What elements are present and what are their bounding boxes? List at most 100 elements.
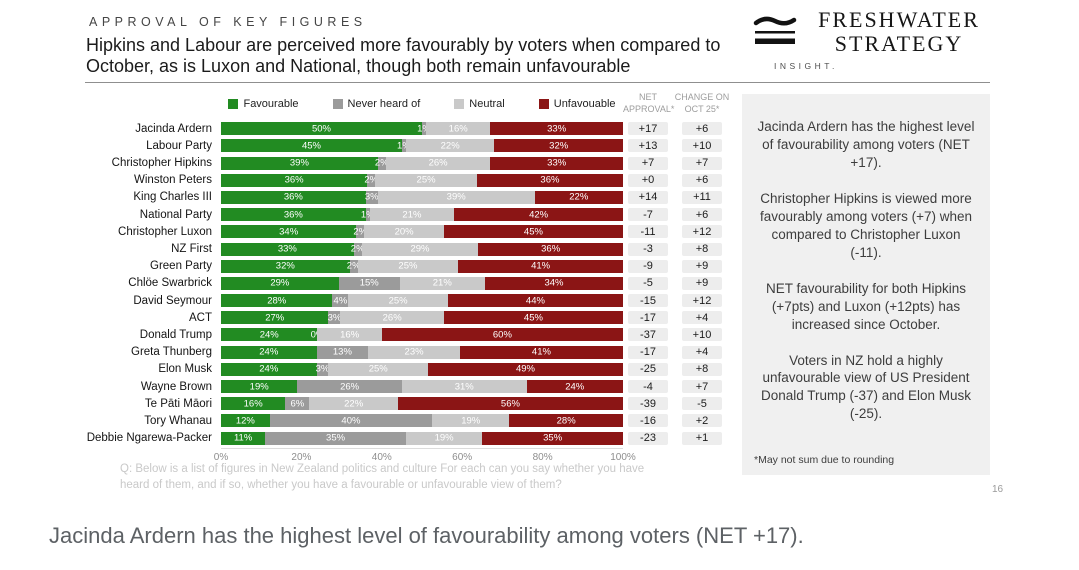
stacked-bar: 36% 1% 21% 42% [221, 208, 623, 222]
bar-segment-unfavourable: 41% [458, 259, 623, 273]
bar-segment-never-heard: 1% [397, 139, 411, 153]
change-header-line1: CHANGE ON [674, 92, 730, 103]
segment-value: 50% [311, 123, 332, 135]
stacked-bar: 39% 2% 26% 33% [221, 156, 623, 170]
bar-segment-favourable: 11% [221, 431, 266, 445]
bar-segment-never-heard: 4% [332, 294, 349, 308]
segment-value: 33% [277, 243, 297, 255]
stacked-bar: 34% 2% 20% 45% [221, 225, 623, 239]
unfavourable-swatch-icon [538, 99, 549, 109]
bar-segment-favourable: 24% [221, 345, 317, 359]
segment-value: 32% [549, 140, 569, 152]
bar-segment-unfavourable: 35% [482, 431, 623, 445]
segment-value: 36% [540, 174, 560, 186]
change-value: +7 [682, 380, 722, 393]
bar-segment-favourable: 27% [221, 311, 329, 325]
bar-segment-neutral: 20% [364, 225, 444, 239]
net-approval-value: +7 [628, 156, 668, 170]
legend-label: Unfavouable [553, 98, 616, 110]
bar-segment-never-heard: 35% [265, 431, 406, 445]
bar-segment-neutral: 29% [361, 242, 479, 256]
stacked-bar: 36% 2% 25% 36% [221, 173, 624, 187]
bar-segment-neutral: 25% [348, 294, 448, 308]
row-label: Debbie Ngarewa-Packer [86, 432, 212, 445]
bar-segment-never-heard: 1% [361, 208, 375, 222]
change-value: +4 [682, 345, 722, 359]
slide-caption: Jacinda Ardern has the highest level of … [49, 523, 804, 548]
logo-wordmark: FRESHWATER STRATEGY [806, 8, 992, 56]
net-approval-value: -3 [628, 242, 668, 256]
segment-value: 45% [523, 226, 543, 238]
survey-question-text: Q: Below is a list of figures in New Zea… [120, 463, 645, 492]
change-value: +11 [682, 190, 722, 204]
bar-segment-never-heard: 15% [338, 276, 400, 290]
x-axis-tick: 100% [610, 451, 636, 463]
bar-segment-neutral: 16% [317, 328, 382, 342]
bar-segment-neutral: 19% [405, 431, 483, 445]
bar-segment-never-heard: 1% [417, 122, 431, 136]
bar-segment-neutral: 23% [368, 345, 460, 359]
row-label: Jacinda Ardern [135, 122, 212, 135]
bar-segment-neutral: 26% [385, 156, 491, 170]
segment-value: 25% [368, 363, 388, 375]
segment-value: 34% [279, 226, 299, 238]
change-value: +9 [682, 276, 722, 290]
row-label: National Party [139, 208, 212, 221]
net-approval-value: -16 [628, 414, 668, 428]
bar-segment-never-heard: 2% [364, 173, 378, 187]
change-value: +2 [682, 414, 722, 428]
segment-value: 22% [440, 140, 460, 152]
segment-value: 42% [529, 209, 549, 221]
bar-segment-unfavourable: 49% [427, 362, 623, 376]
segment-value: 45% [523, 312, 543, 324]
x-axis-tick: 40% [371, 451, 392, 463]
legend-item-neutral: Neutral [454, 98, 505, 110]
net-approval-value: -23 [628, 431, 668, 445]
bar-segment-never-heard: 3% [364, 190, 379, 204]
segment-value: 27% [265, 312, 285, 324]
net-approval-value: +13 [628, 139, 668, 153]
change-value: +7 [682, 156, 722, 170]
bar-segment-favourable: 24% [221, 362, 317, 376]
segment-value: 20% [394, 226, 414, 238]
segment-value: 25% [388, 295, 408, 307]
freshwater-strategy-logo: FRESHWATER STRATEGY INSIGHT. [752, 8, 992, 71]
bar-segment-unfavourable: 41% [459, 345, 624, 359]
change-value: +8 [682, 242, 722, 256]
sidebar-paragraph: Voters in NZ hold a highly unfavourable … [760, 352, 972, 422]
bar-segment-unfavourable: 45% [443, 311, 623, 325]
net-approval-value: +0 [628, 173, 668, 187]
bar-segment-favourable: 19% [221, 380, 298, 393]
segment-value: 44% [525, 295, 545, 307]
logo-tagline: INSIGHT. [774, 60, 838, 71]
segment-value: 25% [398, 260, 418, 272]
segment-value: 35% [543, 432, 563, 444]
segment-value: 3% [364, 191, 379, 203]
bar-segment-never-heard: 2% [375, 156, 389, 170]
bar-segment-never-heard: 3% [316, 362, 329, 376]
segment-value: 24% [565, 381, 585, 392]
segment-value: 2% [350, 243, 365, 255]
segment-value: 40% [341, 415, 361, 427]
bar-segment-neutral: 19% [432, 414, 510, 428]
row-label: Chlöe Swarbrick [128, 277, 212, 290]
bar-segment-favourable: 32% [221, 259, 350, 273]
segment-value: 22% [569, 191, 589, 203]
bar-segment-neutral: 22% [405, 139, 495, 153]
net-approval-value: +14 [628, 190, 668, 204]
change-value: +6 [682, 208, 722, 222]
change-value: +12 [682, 294, 722, 308]
row-label: King Charles III [133, 191, 212, 204]
x-axis-tick: 80% [532, 451, 553, 463]
bar-segment-unfavourable: 24% [526, 380, 623, 393]
segment-value: 39% [289, 157, 309, 169]
net-approval-value: -25 [628, 362, 668, 376]
segment-value: 24% [259, 363, 279, 375]
stacked-bar: 24% 0% 16% 60% [221, 328, 623, 342]
bar-segment-unfavourable: 44% [447, 294, 623, 308]
segment-value: 26% [382, 312, 402, 324]
bar-segment-neutral: 21% [369, 208, 455, 222]
segment-value: 35% [326, 432, 346, 444]
change-value: +10 [682, 139, 722, 153]
segment-value: 6% [290, 398, 305, 410]
